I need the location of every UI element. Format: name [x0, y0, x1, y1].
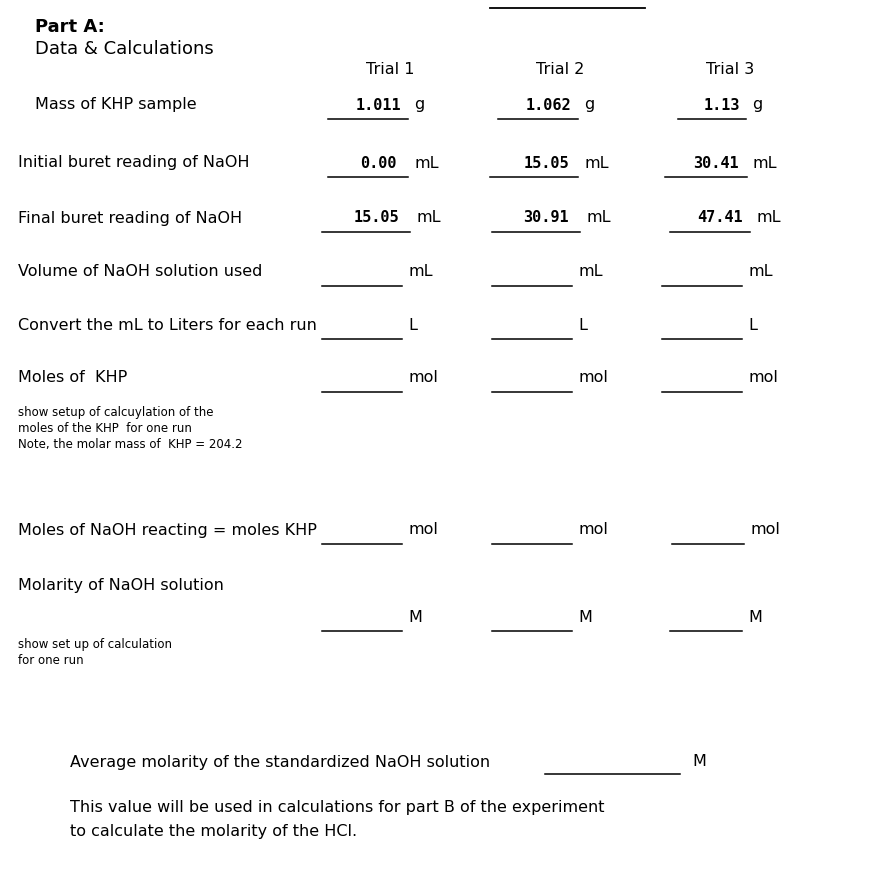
- Text: Moles of NaOH reacting = moles KHP: Moles of NaOH reacting = moles KHP: [18, 522, 317, 538]
- Text: mol: mol: [578, 522, 608, 538]
- Text: mol: mol: [748, 370, 778, 386]
- Text: mol: mol: [578, 370, 608, 386]
- Text: Moles of  KHP: Moles of KHP: [18, 370, 127, 386]
- Text: 1.13: 1.13: [704, 97, 740, 112]
- Text: 15.05: 15.05: [523, 156, 569, 170]
- Text: M: M: [408, 609, 422, 625]
- Text: This value will be used in calculations for part B of the experiment: This value will be used in calculations …: [70, 800, 605, 815]
- Text: g: g: [752, 97, 762, 112]
- Text: L: L: [408, 317, 416, 333]
- Text: mL: mL: [416, 210, 440, 225]
- Text: g: g: [584, 97, 594, 112]
- Text: 1.062: 1.062: [525, 97, 570, 112]
- Text: 1.011: 1.011: [355, 97, 401, 112]
- Text: mol: mol: [408, 370, 438, 386]
- Text: Convert the mL to Liters for each run: Convert the mL to Liters for each run: [18, 317, 317, 333]
- Text: Final buret reading of NaOH: Final buret reading of NaOH: [18, 210, 242, 225]
- Text: Average molarity of the standardized NaOH solution: Average molarity of the standardized NaO…: [70, 754, 490, 770]
- Text: M: M: [578, 609, 592, 625]
- Text: to calculate the molarity of the HCl.: to calculate the molarity of the HCl.: [70, 824, 357, 839]
- Text: L: L: [578, 317, 587, 333]
- Text: M: M: [748, 609, 762, 625]
- Text: M: M: [692, 754, 706, 770]
- Text: Data & Calculations: Data & Calculations: [35, 40, 214, 58]
- Text: mL: mL: [408, 264, 432, 280]
- Text: mL: mL: [578, 264, 603, 280]
- Text: Trial 3: Trial 3: [706, 62, 754, 77]
- Text: 30.41: 30.41: [693, 156, 738, 170]
- Text: mol: mol: [408, 522, 438, 538]
- Text: 15.05: 15.05: [354, 210, 399, 225]
- Text: Molarity of NaOH solution: Molarity of NaOH solution: [18, 578, 224, 593]
- Text: 47.41: 47.41: [697, 210, 743, 225]
- Text: mL: mL: [753, 156, 778, 170]
- Text: Trial 2: Trial 2: [536, 62, 584, 77]
- Text: Note, the molar mass of  KHP = 204.2: Note, the molar mass of KHP = 204.2: [18, 438, 242, 451]
- Text: 30.91: 30.91: [523, 210, 569, 225]
- Text: mL: mL: [756, 210, 780, 225]
- Text: show set up of calculation: show set up of calculation: [18, 638, 172, 651]
- Text: for one run: for one run: [18, 654, 84, 667]
- Text: mL: mL: [584, 156, 608, 170]
- Text: show setup of calcuylation of the: show setup of calcuylation of the: [18, 406, 214, 419]
- Text: Initial buret reading of NaOH: Initial buret reading of NaOH: [18, 156, 249, 170]
- Text: Trial 1: Trial 1: [366, 62, 414, 77]
- Text: Part A:: Part A:: [35, 18, 105, 36]
- Text: Mass of KHP sample: Mass of KHP sample: [35, 97, 197, 112]
- Text: mL: mL: [748, 264, 773, 280]
- Text: mL: mL: [586, 210, 611, 225]
- Text: L: L: [748, 317, 757, 333]
- Text: g: g: [414, 97, 424, 112]
- Text: mL: mL: [414, 156, 438, 170]
- Text: 0.00: 0.00: [360, 156, 396, 170]
- Text: moles of the KHP  for one run: moles of the KHP for one run: [18, 422, 192, 435]
- Text: Volume of NaOH solution used: Volume of NaOH solution used: [18, 264, 262, 280]
- Text: mol: mol: [750, 522, 780, 538]
